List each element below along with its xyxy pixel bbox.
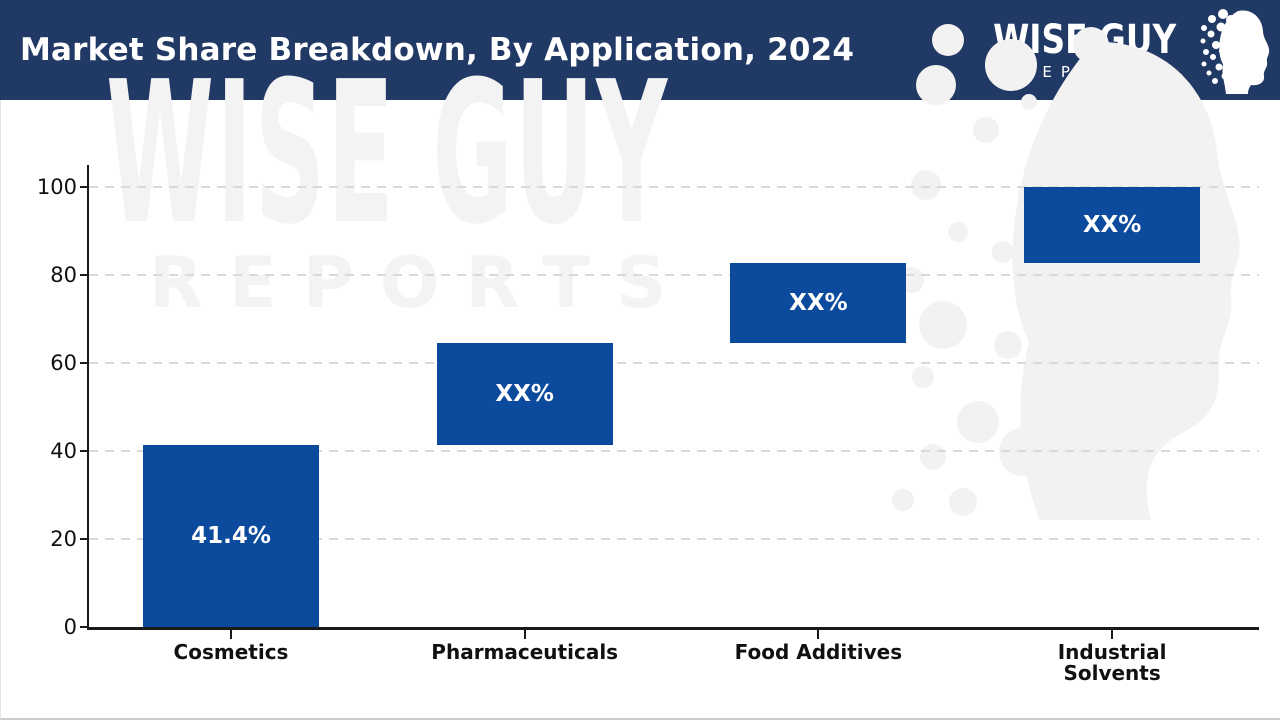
y-axis-tick	[80, 274, 89, 276]
x-axis-tick	[523, 630, 526, 639]
x-axis-tick	[1111, 630, 1114, 639]
watermark-text-line2: REPORTS	[149, 242, 693, 324]
x-axis-category-label: Cosmetics	[173, 640, 289, 664]
y-axis-line	[87, 165, 89, 630]
bar-value-label: 41.4%	[191, 522, 271, 549]
x-axis-line	[87, 627, 1259, 630]
y-axis-tick-label: 60	[50, 351, 77, 375]
x-axis-category-label: Pharmaceuticals	[431, 640, 619, 664]
y-axis-tick-label: 80	[50, 263, 77, 287]
bar-pharmaceuticals: XX%	[436, 343, 613, 445]
bar-value-label: XX%	[495, 381, 554, 407]
page-title: Market Share Breakdown, By Application, …	[20, 32, 855, 68]
x-axis-category-label: Food Additives	[734, 640, 903, 664]
bar-value-label: XX%	[1082, 211, 1142, 238]
x-axis-category-label: Industrial Solvents	[1057, 640, 1167, 685]
bar-cosmetics: 41.4%	[143, 444, 319, 627]
gridline-100	[89, 186, 1259, 188]
watermark-text-line1: WISE GUY	[106, 40, 670, 268]
gridline-20	[89, 538, 1259, 540]
chart-canvas: WISE GUY REPORTS 41.4% Cosmetics XX% Pharma…	[0, 24, 1280, 720]
head-profile-dots-watermark	[892, 24, 1240, 520]
y-axis-tick-label: 20	[50, 527, 77, 551]
y-axis-tick-label: 0	[63, 615, 77, 639]
bar-industrial-solvents: XX%	[1024, 187, 1201, 263]
y-axis-tick	[80, 538, 89, 540]
y-axis-tick-label: 40	[50, 439, 77, 463]
x-axis-tick	[817, 630, 820, 639]
y-axis-tick	[80, 450, 89, 452]
y-axis-tick	[80, 186, 89, 188]
gridline-60	[89, 362, 1259, 364]
gridline-80	[89, 274, 1259, 276]
bar-food-additives: XX%	[730, 262, 907, 344]
y-axis-tick-label: 100	[36, 175, 77, 199]
bar-value-label: XX%	[789, 289, 848, 316]
head-profile-dots-icon	[1200, 9, 1270, 94]
y-axis-tick	[80, 362, 89, 364]
header: Market Share Breakdown, By Application, …	[0, 0, 1280, 100]
gridline-40	[89, 450, 1259, 452]
x-axis-tick	[230, 630, 232, 639]
y-axis-tick	[80, 626, 89, 628]
